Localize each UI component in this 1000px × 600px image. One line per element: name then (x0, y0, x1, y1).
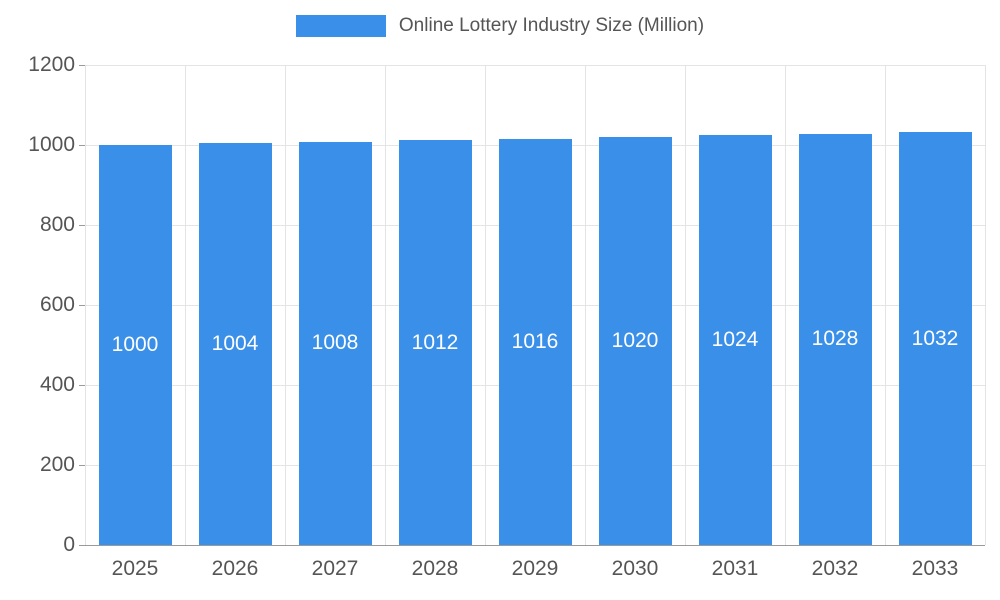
bar-2032: 1028 (798, 133, 872, 545)
bar-value-label: 1024 (711, 328, 759, 352)
y-axis-tick-label: 0 (63, 533, 75, 556)
bar-2030: 1020 (598, 137, 672, 545)
y-axis-tick (79, 65, 85, 66)
x-axis-tick-label: 2030 (611, 557, 659, 580)
bar-2028: 1012 (398, 140, 472, 545)
bar-2029: 1016 (498, 138, 572, 545)
v-gridline (685, 65, 686, 545)
y-axis-tick-label: 800 (39, 213, 75, 236)
y-axis-tick (79, 545, 85, 546)
x-axis-tick-label: 2025 (111, 557, 159, 580)
bar-value-label: 1000 (111, 333, 159, 356)
y-axis-tick (79, 465, 85, 466)
x-axis-tick-label: 2032 (811, 557, 859, 580)
chart-legend: Online Lottery Industry Size (Million) (0, 15, 1000, 37)
bar-value-label: 1004 (211, 332, 259, 356)
legend-label: Online Lottery Industry Size (Million) (398, 15, 705, 36)
legend-swatch (295, 15, 386, 37)
y-axis-tick (79, 225, 85, 226)
bar-2031: 1024 (698, 135, 772, 545)
x-axis-tick-label: 2027 (311, 557, 359, 580)
bar-2026: 1004 (198, 143, 272, 545)
y-axis-tick-label: 200 (39, 453, 75, 476)
y-axis-tick (79, 385, 85, 386)
y-axis-tick-label: 600 (39, 293, 75, 316)
v-gridline (185, 65, 186, 545)
v-gridline (385, 65, 386, 545)
bar-value-label: 1012 (411, 330, 459, 354)
h-gridline (85, 65, 985, 66)
bar-value-label: 1008 (311, 331, 359, 355)
y-axis-line (85, 65, 86, 545)
x-axis-tick-label: 2029 (511, 557, 559, 580)
v-gridline (585, 65, 586, 545)
y-axis-tick-label: 400 (39, 373, 75, 396)
y-axis-tick (79, 305, 85, 306)
bar-2027: 1008 (298, 141, 372, 545)
v-gridline (285, 65, 286, 545)
bar-value-label: 1028 (811, 327, 859, 351)
bar-value-label: 1020 (611, 329, 659, 352)
x-axis-tick-label: 2026 (211, 557, 259, 580)
x-axis-tick-label: 2033 (911, 557, 959, 580)
v-gridline (885, 65, 886, 545)
bar-value-label: 1016 (511, 329, 559, 353)
x-axis-tick-label: 2028 (411, 557, 459, 580)
y-axis-tick-label: 1200 (28, 53, 75, 76)
bar-value-label: 1032 (911, 326, 959, 350)
y-axis-tick (79, 145, 85, 146)
bar-2033: 1032 (898, 132, 972, 545)
v-gridline (485, 65, 486, 545)
bar-2025: 1000 (98, 145, 172, 545)
y-axis-tick-label: 1000 (28, 133, 75, 156)
x-axis-tick-label: 2031 (711, 557, 759, 580)
v-gridline (785, 65, 786, 545)
x-axis-baseline (85, 545, 985, 546)
v-gridline (985, 65, 986, 545)
